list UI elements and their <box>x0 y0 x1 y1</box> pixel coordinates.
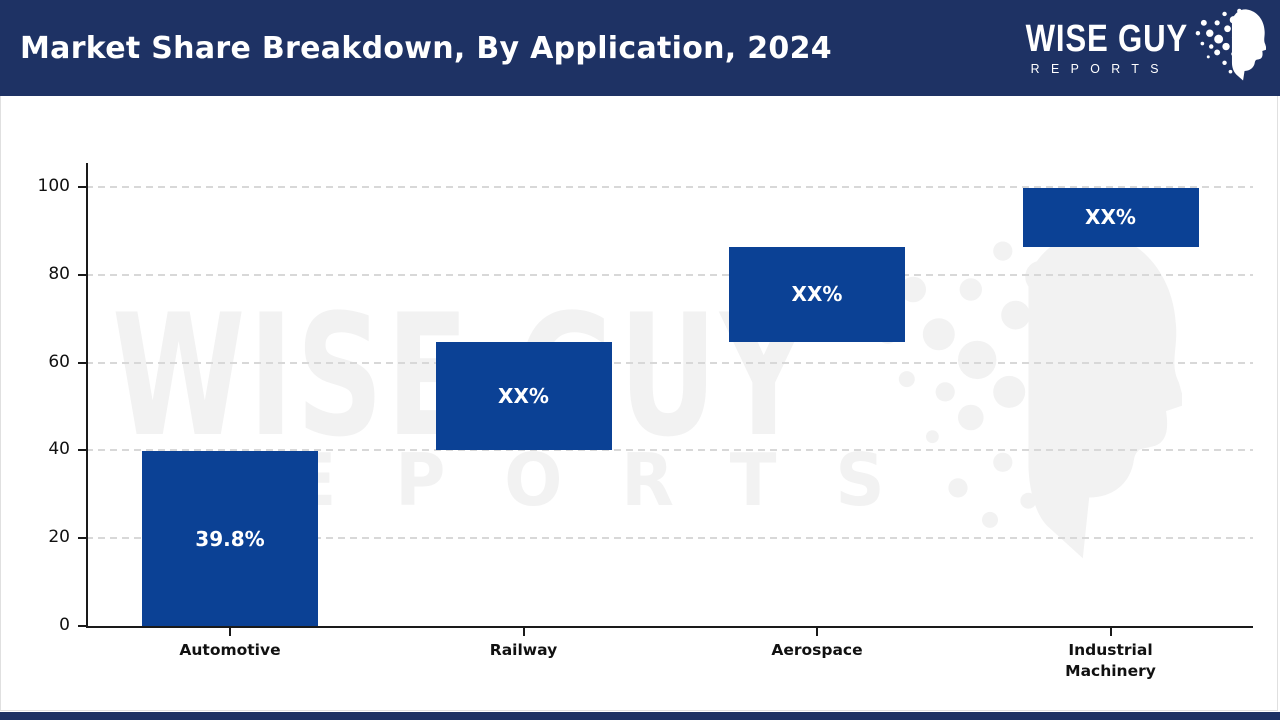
chart-title: Market Share Breakdown, By Application, … <box>20 30 832 66</box>
gridline-100 <box>86 186 1253 188</box>
x-axis-label-2: Aerospace <box>771 641 863 659</box>
bar-value-label: 39.8% <box>195 526 265 551</box>
y-axis-tick-40 <box>78 449 86 452</box>
brand-logo: WISE GUY REPORTS <box>990 5 1266 91</box>
gridline-80 <box>86 273 1253 276</box>
y-axis-tick-20 <box>78 537 86 540</box>
x-axis-tick-0 <box>229 628 231 636</box>
watermark-face-icon <box>878 228 1182 559</box>
y-axis-label-60: 60 <box>48 351 70 372</box>
y-axis-tick-0 <box>78 625 86 627</box>
y-axis-label-20: 20 <box>48 527 70 548</box>
report-header: Market Share Breakdown, By Application, … <box>0 0 1280 96</box>
x-axis-tick-3 <box>1109 628 1112 636</box>
y-axis-label-40: 40 <box>48 439 70 460</box>
y-axis-label-0: 0 <box>59 615 70 635</box>
x-axis-tick-1 <box>522 628 525 636</box>
bar-industrial-machinery: XX% <box>1022 187 1199 247</box>
gridline-60 <box>86 361 1253 364</box>
gridline-40 <box>86 449 1253 452</box>
y-axis-tick-100 <box>78 186 86 188</box>
bar-automotive: 39.8% <box>142 451 318 626</box>
y-axis-label-80: 80 <box>48 263 70 284</box>
logo-face-icon <box>1195 8 1266 81</box>
bar-value-label: XX% <box>791 282 843 307</box>
x-axis-tick-2 <box>816 628 818 636</box>
logo-wordmark-line2: REPORTS <box>1030 61 1170 76</box>
y-axis-tick-60 <box>78 361 86 364</box>
x-axis-label-0: Automotive <box>179 641 281 659</box>
y-axis-label-100: 100 <box>37 176 70 196</box>
gridline-20 <box>86 537 1253 540</box>
footer-bar <box>0 712 1280 720</box>
x-axis-line <box>86 626 1253 628</box>
x-axis-label-3: Industrial Machinery <box>1065 641 1156 680</box>
x-axis-label-1: Railway <box>489 641 558 659</box>
bar-aerospace: XX% <box>729 246 905 342</box>
bar-value-label: XX% <box>498 383 549 408</box>
y-axis-line <box>86 163 88 628</box>
bar-railway: XX% <box>435 341 612 451</box>
logo-wordmark: WISE GUY REPORTS <box>990 20 1188 76</box>
logo-wordmark-line1: WISE GUY <box>1025 18 1188 60</box>
plot-frame <box>0 96 1278 711</box>
bar-value-label: XX% <box>1085 205 1136 230</box>
y-axis-tick-80 <box>78 273 86 276</box>
